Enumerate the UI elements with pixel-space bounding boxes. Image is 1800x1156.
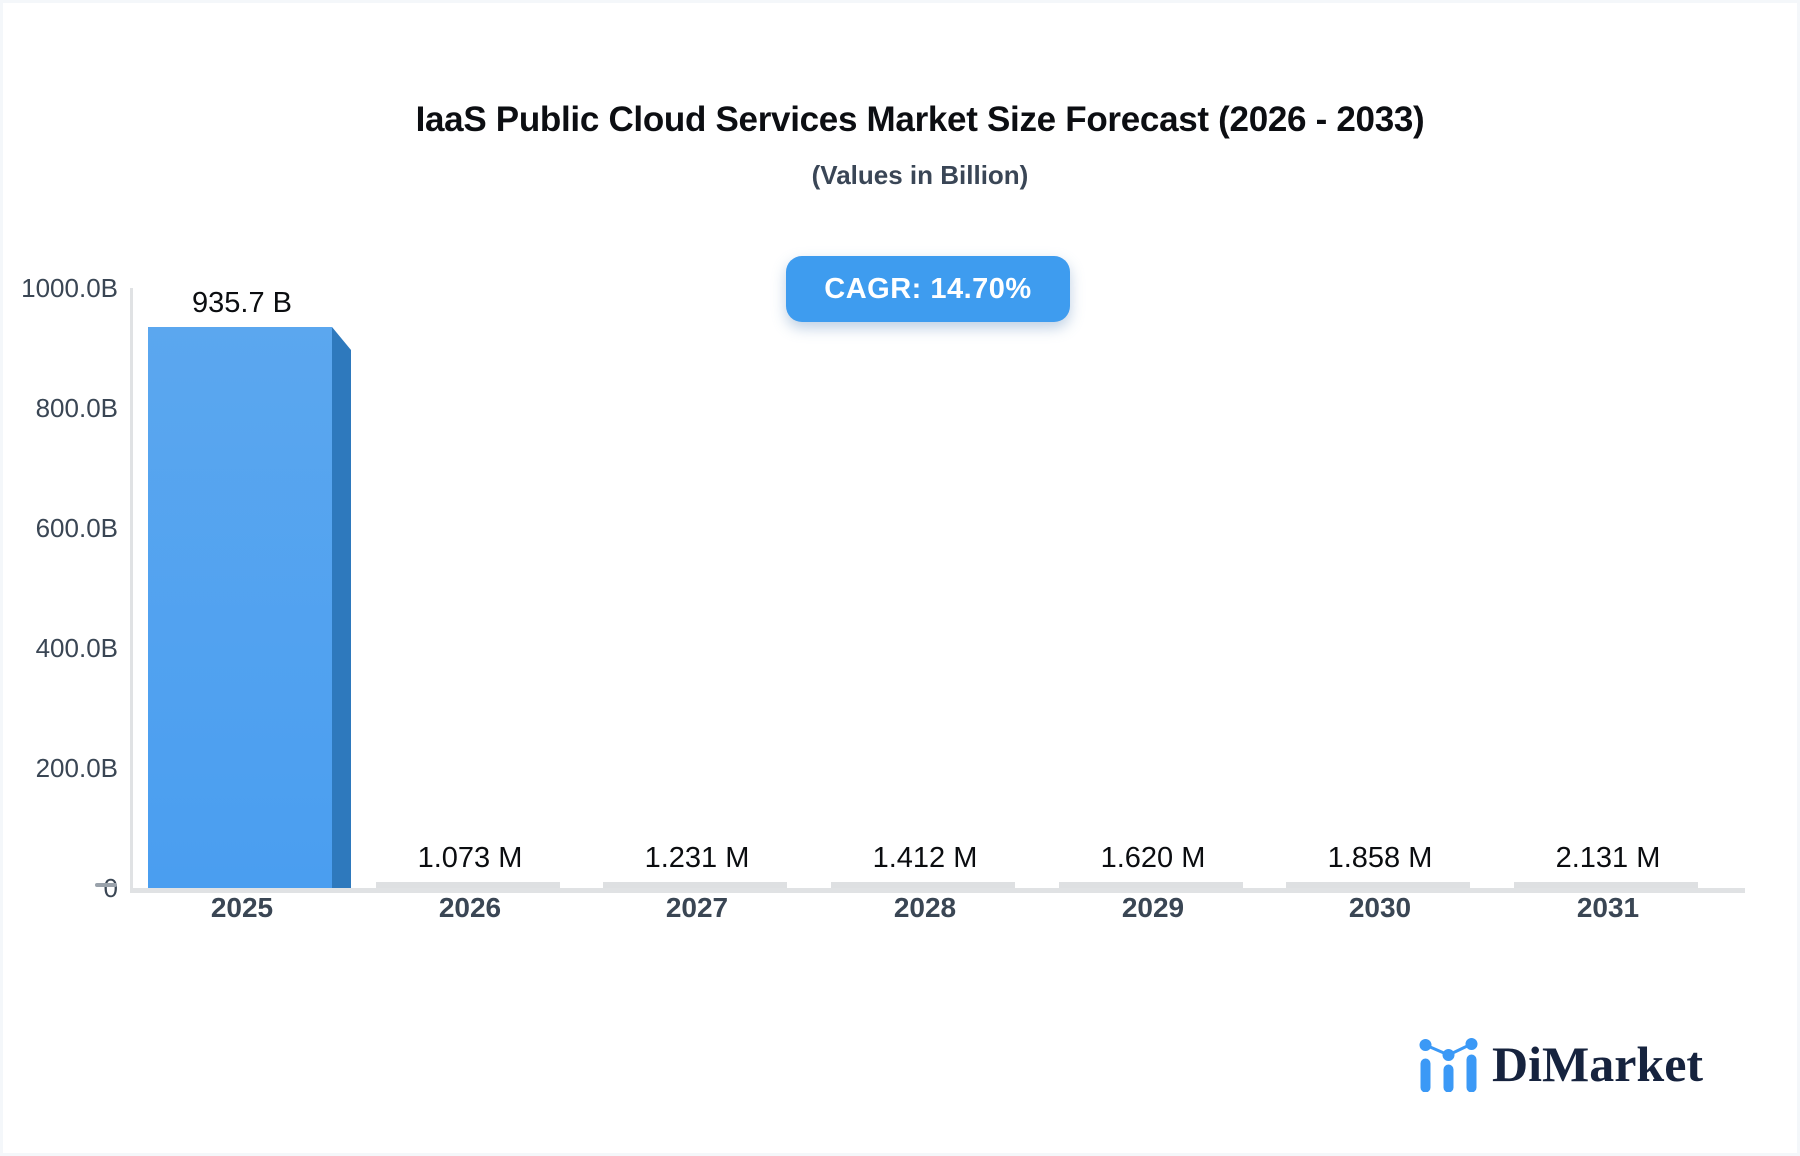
y-axis-tick-label: 400.0B [35, 633, 118, 663]
cagr-badge: CAGR: 14.70% [786, 256, 1070, 322]
y-axis-tick-label: 1000.0B [21, 273, 118, 303]
bar-2025-3d-side [332, 327, 351, 888]
y-axis-zero-tick [95, 883, 117, 887]
y-axis-line [130, 288, 133, 893]
bar-value-label: 1.858 M [1327, 842, 1433, 874]
cagr-badge-label: CAGR: 14.70% [824, 272, 1032, 305]
chart-title: IaaS Public Cloud Services Market Size F… [415, 100, 1425, 139]
x-axis-year-label: 2029 [1121, 892, 1185, 923]
bar-2026 [376, 882, 560, 888]
chart-subtitle: (Values in Billion) [811, 160, 1029, 190]
y-axis-tick-label: 600.0B [35, 513, 118, 543]
bar-chart-with-trend-dots-icon [1419, 1038, 1478, 1092]
y-axis-tick-label: 800.0B [35, 393, 118, 423]
bar-value-label: 1.073 M [417, 842, 523, 874]
bar-2025 [148, 327, 332, 888]
bar-2030 [1286, 882, 1470, 888]
bar-2031 [1514, 882, 1698, 888]
brand-logo: DiMarket [1418, 1036, 1703, 1092]
bar-2027 [603, 882, 787, 888]
bar-value-label: 1.412 M [872, 842, 978, 874]
bar-2028 [831, 882, 1015, 888]
bar-value-label: 2.131 M [1555, 842, 1661, 874]
bar-value-label: 1.231 M [644, 842, 750, 874]
x-axis-line [130, 888, 1745, 893]
bar-value-label: 935.7 B [192, 287, 292, 319]
x-axis-year-label: 2028 [893, 892, 957, 923]
bar-value-label: 1.620 M [1100, 842, 1206, 874]
x-axis-year-label: 2025 [210, 892, 274, 923]
y-axis-tick-label: 200.0B [35, 753, 118, 783]
x-axis-year-label: 2026 [438, 892, 502, 923]
x-axis-year-label: 2027 [665, 892, 729, 923]
x-axis-year-label: 2031 [1576, 892, 1640, 923]
bar-2029 [1059, 882, 1243, 888]
x-axis-year-label: 2030 [1348, 892, 1412, 923]
y-axis-tick-label: 0 [103, 873, 118, 903]
brand-logo-text: DiMarket [1492, 1036, 1704, 1092]
